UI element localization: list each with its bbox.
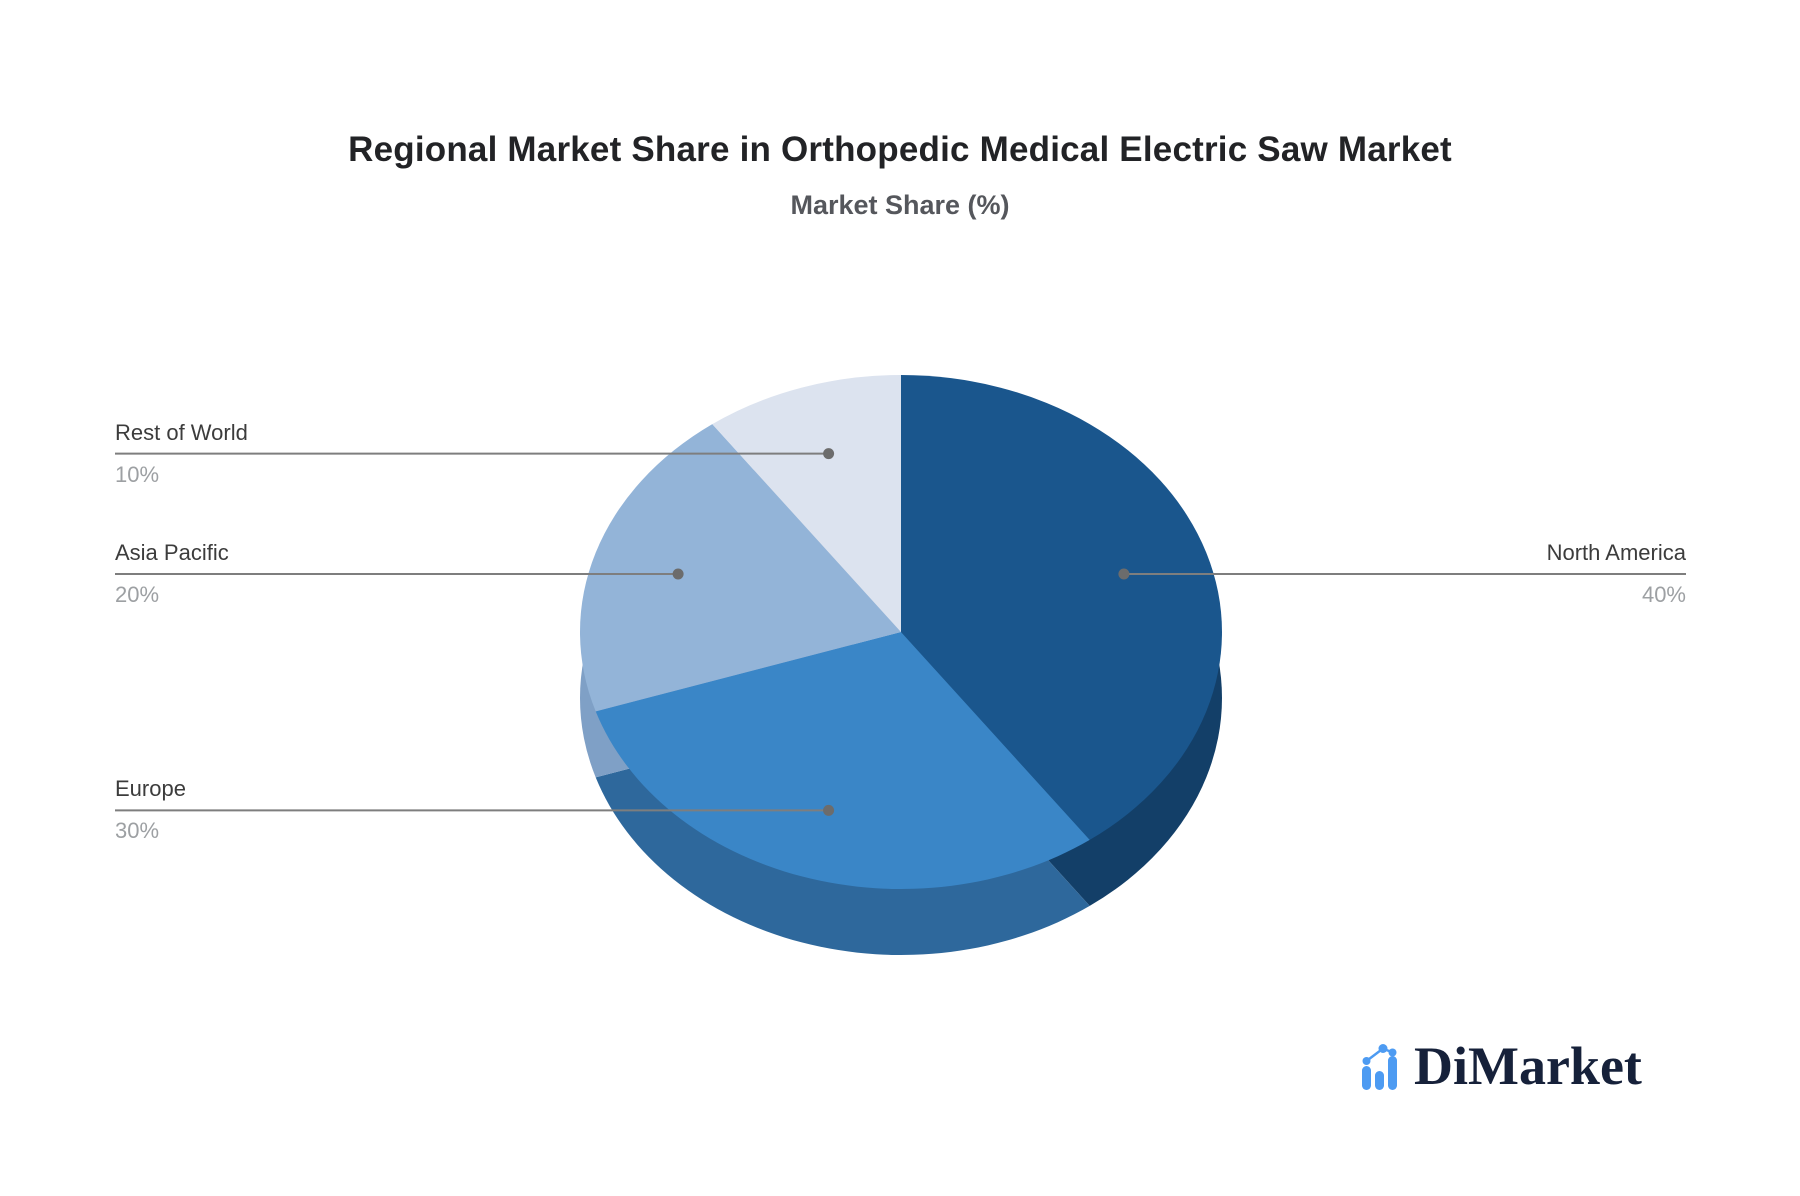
slice-label-value: 10% (115, 461, 160, 487)
pie-slice-north-america (901, 375, 1222, 840)
pie-slice-europe (595, 632, 1090, 889)
dimarket-logo: DiMarket (1362, 1038, 1662, 1100)
pie-slice-asia-pacific (579, 424, 901, 712)
leader-dot-rest-of-world (823, 448, 835, 460)
chart-title: Regional Market Share in Orthopedic Medi… (348, 130, 1452, 169)
slice-label-value: 20% (115, 582, 160, 608)
leader-dot-europe (823, 804, 835, 816)
leader-dot-asia-pacific (672, 568, 684, 580)
logo-wordmark: DiMarket (1414, 1036, 1642, 1096)
leader-dot-north-america (1118, 568, 1130, 580)
slice-label-name: Asia Pacific (115, 540, 229, 566)
slice-label-value: 30% (115, 818, 160, 844)
slice-label-name: Rest of World (115, 419, 248, 445)
slice-label-value: 40% (1641, 582, 1686, 608)
slice-label-name: North America (1546, 540, 1686, 566)
bar-chart-logo-icon (1362, 1044, 1397, 1090)
slice-label-name: Europe (115, 776, 186, 802)
pie-slice-rest-of-world (712, 375, 901, 632)
chart-subtitle: Market Share (%) (790, 190, 1010, 220)
